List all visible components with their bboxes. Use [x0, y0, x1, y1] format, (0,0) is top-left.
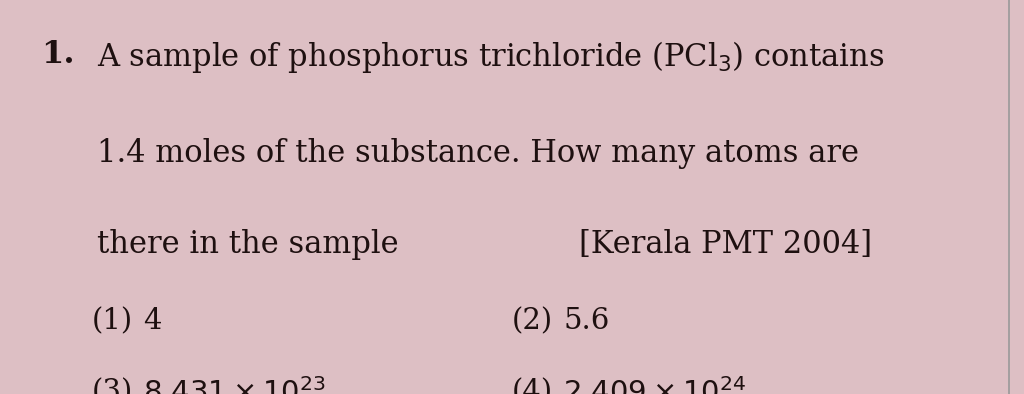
- Text: there in the sample: there in the sample: [97, 229, 399, 260]
- Text: 4: 4: [143, 307, 162, 335]
- Text: (1): (1): [92, 307, 133, 335]
- Text: 5.6: 5.6: [563, 307, 609, 335]
- Text: $2.409 \times 10^{24}$: $2.409 \times 10^{24}$: [563, 378, 746, 394]
- Text: [Kerala PMT 2004]: [Kerala PMT 2004]: [579, 229, 871, 260]
- Text: (4): (4): [512, 378, 553, 394]
- Text: (3): (3): [92, 378, 133, 394]
- Text: (2): (2): [512, 307, 553, 335]
- Text: 1.4 moles of the substance. How many atoms are: 1.4 moles of the substance. How many ato…: [97, 138, 859, 169]
- Text: 1.: 1.: [41, 39, 75, 71]
- Text: A sample of phosphorus trichloride (PCl$_3$) contains: A sample of phosphorus trichloride (PCl$…: [97, 39, 885, 75]
- Text: $8.431 \times 10^{23}$: $8.431 \times 10^{23}$: [143, 378, 326, 394]
